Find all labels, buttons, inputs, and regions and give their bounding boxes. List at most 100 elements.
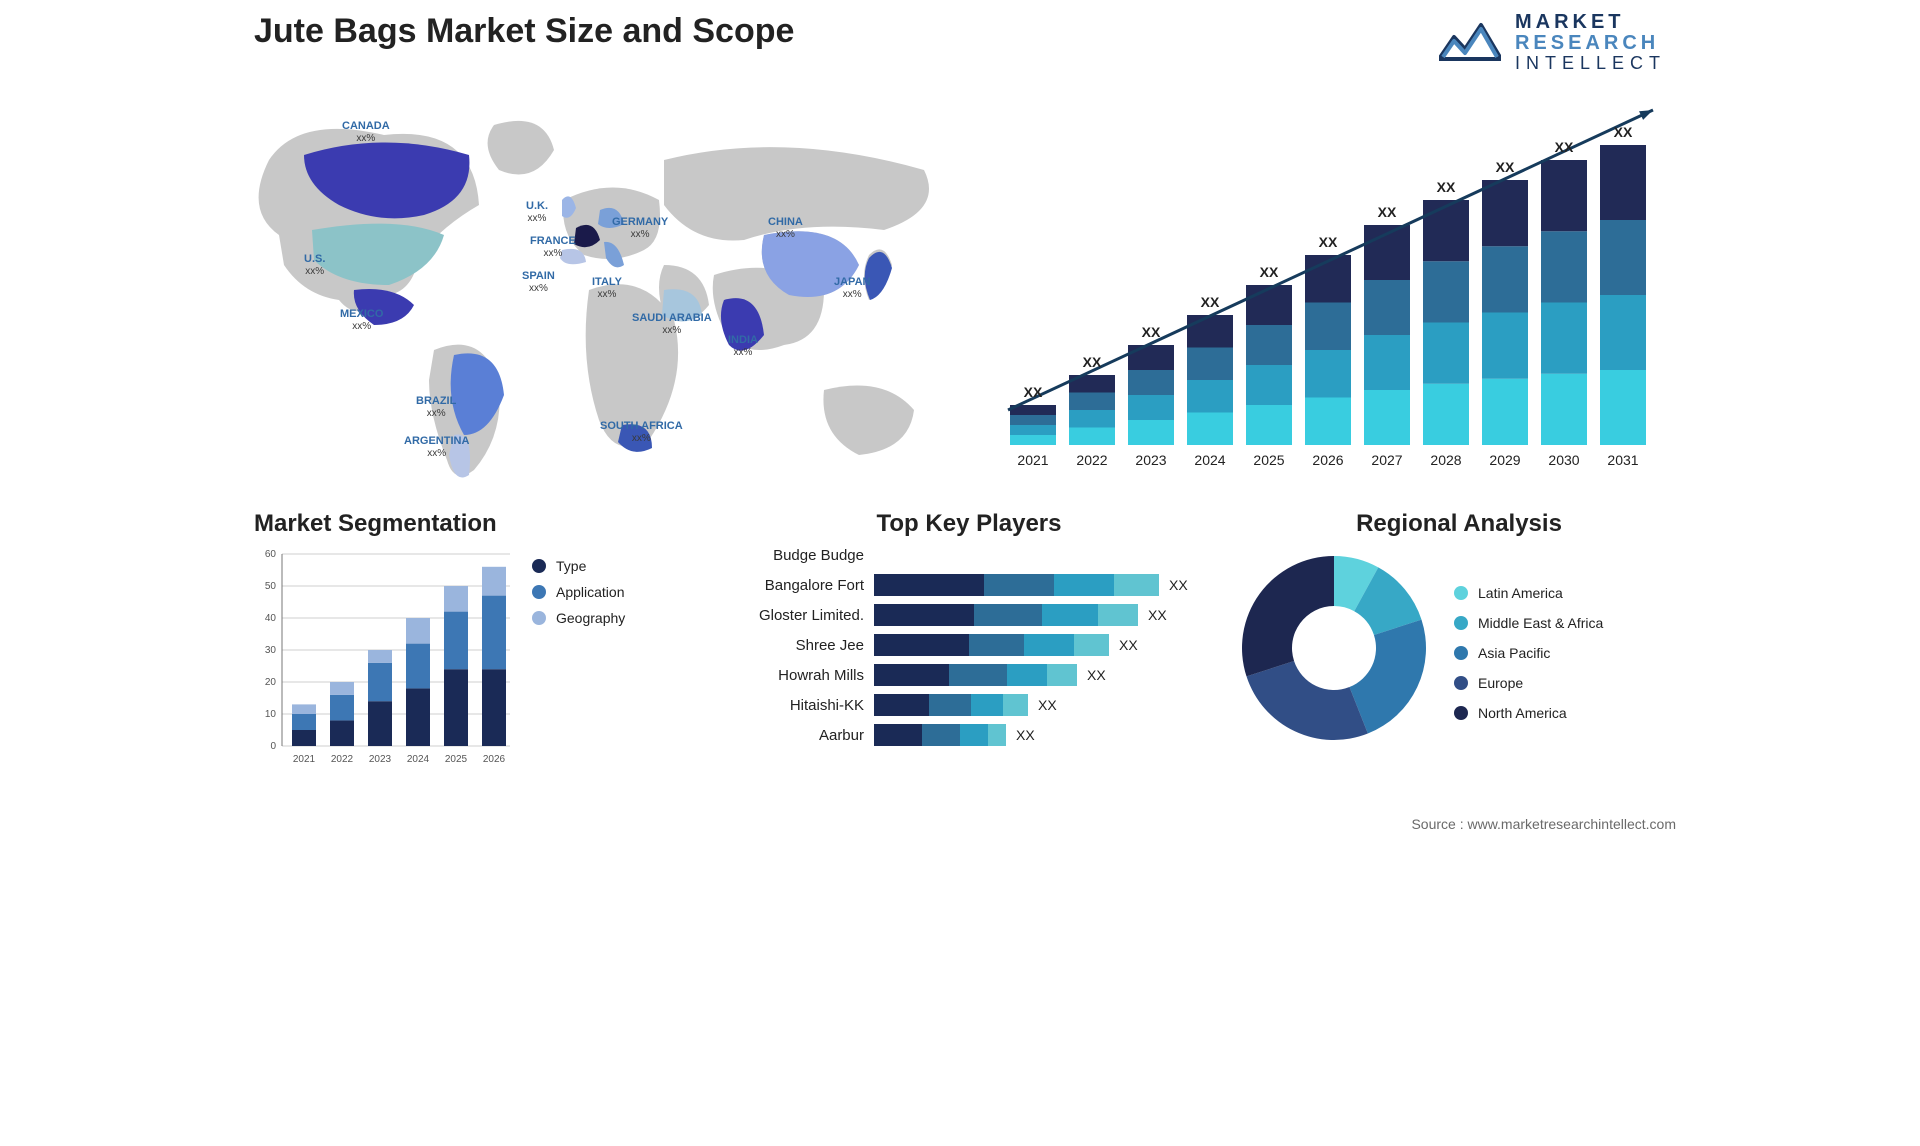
svg-text:XX: XX — [1024, 384, 1043, 400]
player-value: XX — [1119, 637, 1138, 653]
player-value: XX — [1016, 727, 1035, 743]
legend-swatch — [1454, 586, 1468, 600]
svg-text:2026: 2026 — [483, 754, 506, 765]
growth-chart-panel: XX2021XX2022XX2023XX2024XX2025XX2026XX20… — [974, 90, 1674, 480]
player-bar-segment — [874, 574, 984, 596]
player-bar: XX — [874, 634, 1224, 656]
svg-text:40: 40 — [265, 613, 277, 624]
svg-text:XX: XX — [1142, 324, 1161, 340]
legend-swatch — [532, 611, 546, 625]
player-bar-segment — [929, 694, 971, 716]
player-bar-segment — [874, 604, 974, 626]
svg-text:XX: XX — [1083, 354, 1102, 370]
brand-line-3: INTELLECT — [1515, 54, 1666, 73]
svg-text:0: 0 — [270, 741, 276, 752]
player-bar-segment — [1074, 634, 1109, 656]
svg-text:2021: 2021 — [1017, 452, 1048, 468]
svg-text:2030: 2030 — [1548, 452, 1579, 468]
brand-logo: MARKET RESEARCH INTELLECT — [1439, 12, 1666, 73]
player-bar-segment — [1003, 694, 1028, 716]
map-country-label: BRAZILxx% — [416, 395, 456, 419]
svg-text:XX: XX — [1437, 179, 1456, 195]
svg-text:60: 60 — [265, 549, 277, 560]
player-bar: XX — [874, 664, 1224, 686]
map-country-label: INDIAxx% — [728, 334, 758, 358]
svg-text:20: 20 — [265, 677, 277, 688]
page: Jute Bags Market Size and Scope MARKET R… — [224, 0, 1696, 832]
player-name: Shree Jee — [714, 637, 874, 654]
player-bar-segment — [960, 724, 988, 746]
legend-label: Europe — [1478, 675, 1523, 691]
player-bar-segment — [1098, 604, 1138, 626]
legend-swatch — [532, 585, 546, 599]
player-name: Budge Budge — [714, 547, 874, 564]
segmentation-legend-item: Geography — [532, 610, 625, 626]
map-country-label: ARGENTINAxx% — [404, 435, 469, 459]
svg-text:XX: XX — [1496, 159, 1515, 175]
svg-text:2023: 2023 — [1135, 452, 1166, 468]
player-value: XX — [1148, 607, 1167, 623]
svg-text:XX: XX — [1378, 204, 1397, 220]
svg-text:2021: 2021 — [293, 754, 316, 765]
key-players-title: Top Key Players — [714, 510, 1224, 538]
legend-label: North America — [1478, 705, 1567, 721]
segmentation-panel: Market Segmentation 01020304050602021202… — [254, 510, 684, 810]
player-bar-segment — [1024, 634, 1074, 656]
legend-label: Type — [556, 558, 586, 574]
player-bar-segment — [1114, 574, 1159, 596]
player-bar-segment — [922, 724, 960, 746]
legend-label: Geography — [556, 610, 625, 626]
player-value: XX — [1087, 667, 1106, 683]
svg-text:2022: 2022 — [331, 754, 354, 765]
player-value: XX — [1038, 697, 1057, 713]
svg-text:XX: XX — [1260, 264, 1279, 280]
svg-text:2025: 2025 — [1253, 452, 1284, 468]
player-value: XX — [1169, 577, 1188, 593]
svg-text:2022: 2022 — [1076, 452, 1107, 468]
player-bar-segment — [874, 664, 949, 686]
svg-text:XX: XX — [1555, 139, 1574, 155]
player-bar-segment — [874, 634, 969, 656]
player-bar-segment — [988, 724, 1006, 746]
svg-text:30: 30 — [265, 645, 277, 656]
svg-text:2025: 2025 — [445, 754, 468, 765]
player-name: Hitaishi-KK — [714, 697, 874, 714]
segmentation-legend: Type Application Geography — [532, 558, 625, 768]
regional-legend-item: Latin America — [1454, 585, 1603, 601]
brand-line-2: RESEARCH — [1515, 33, 1666, 54]
segmentation-title: Market Segmentation — [254, 510, 684, 538]
world-map-panel: CANADAxx%U.S.xx%MEXICOxx%BRAZILxx%ARGENT… — [244, 90, 964, 490]
player-bar-segment — [974, 604, 1042, 626]
page-title: Jute Bags Market Size and Scope — [254, 12, 794, 51]
legend-swatch — [532, 559, 546, 573]
player-bar: XX — [874, 694, 1224, 716]
segmentation-legend-item: Application — [532, 584, 625, 600]
svg-text:XX: XX — [1614, 124, 1633, 140]
svg-text:2023: 2023 — [369, 754, 392, 765]
legend-label: Asia Pacific — [1478, 645, 1550, 661]
map-country-label: SAUDI ARABIAxx% — [632, 312, 712, 336]
svg-text:2028: 2028 — [1430, 452, 1461, 468]
player-bar-segment — [969, 634, 1024, 656]
map-country-label: GERMANYxx% — [612, 216, 668, 240]
legend-swatch — [1454, 706, 1468, 720]
map-country-label: ITALYxx% — [592, 276, 622, 300]
regional-legend-item: North America — [1454, 705, 1603, 721]
key-players-panel: Top Key Players Budge BudgeBangalore For… — [714, 510, 1224, 810]
map-country-label: CANADAxx% — [342, 120, 390, 144]
player-bar-segment — [949, 664, 1007, 686]
svg-text:2024: 2024 — [407, 754, 430, 765]
map-country-label: MEXICOxx% — [340, 308, 383, 332]
legend-label: Middle East & Africa — [1478, 615, 1603, 631]
regional-title: Regional Analysis — [1234, 510, 1684, 538]
player-bar-segment — [874, 694, 929, 716]
map-country-label: SOUTH AFRICAxx% — [600, 420, 683, 444]
svg-text:50: 50 — [265, 581, 277, 592]
player-bar: XX — [874, 604, 1224, 626]
svg-text:2024: 2024 — [1194, 452, 1225, 468]
svg-text:2027: 2027 — [1371, 452, 1402, 468]
player-bar — [874, 544, 1224, 566]
player-bar-segment — [874, 724, 922, 746]
player-bar-segment — [1042, 604, 1098, 626]
regional-legend-item: Middle East & Africa — [1454, 615, 1603, 631]
